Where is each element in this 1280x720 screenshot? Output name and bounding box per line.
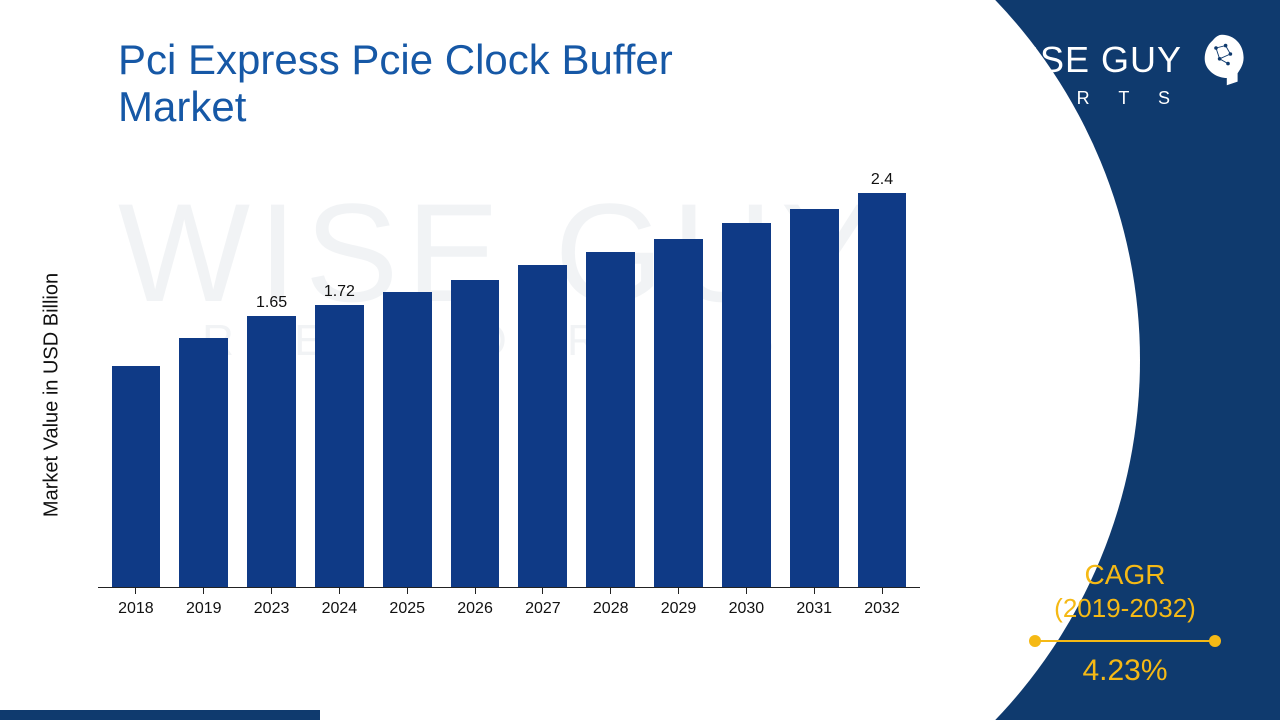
- plot-area: 1.65 1.72 2.4: [98, 160, 920, 588]
- page: WISE GUY R E P O R T S Pci Express Pcie …: [0, 0, 1280, 720]
- bar: [858, 193, 907, 588]
- bar-slot: [780, 160, 848, 588]
- chart-title: Pci Express Pcie Clock Buffer Market: [118, 36, 678, 130]
- bar: [586, 252, 635, 588]
- bar: [383, 292, 432, 588]
- x-axis-label: 2029: [645, 600, 713, 630]
- bar-slot: [509, 160, 577, 588]
- bars-container: 1.65 1.72 2.4: [98, 160, 920, 588]
- x-axis-label: 2028: [577, 600, 645, 630]
- bar: [722, 223, 771, 588]
- bottom-accent-bar: [0, 710, 320, 720]
- bar-value-label: 1.65: [256, 294, 287, 312]
- bar-slot: [441, 160, 509, 588]
- x-axis-label: 2031: [780, 600, 848, 630]
- x-axis-label: 2023: [238, 600, 306, 630]
- cagr-block: CAGR (2019-2032) 4.23%: [998, 559, 1252, 688]
- cagr-value: 4.23%: [998, 654, 1252, 688]
- brand-logo: WISE GUY R E P O R T S: [910, 30, 1252, 109]
- cagr-divider: [1035, 640, 1215, 642]
- logo-text-sub: R E P O R T S: [910, 88, 1252, 109]
- x-axis-label: 2024: [305, 600, 373, 630]
- bar-slot: [170, 160, 238, 588]
- x-axis-label: 2026: [441, 600, 509, 630]
- bar: [518, 265, 567, 588]
- cagr-title: CAGR: [998, 559, 1252, 591]
- bar: [179, 338, 228, 588]
- bar: [247, 316, 296, 588]
- bar: [315, 305, 364, 588]
- bar-slot: 2.4: [848, 160, 916, 588]
- bar-value-label: 2.4: [871, 171, 893, 189]
- bar-slot: [577, 160, 645, 588]
- y-axis-label: Market Value in USD Billion: [41, 273, 64, 517]
- x-axis-label: 2025: [373, 600, 441, 630]
- x-axis-labels: 2018201920232024202520262027202820292030…: [98, 594, 920, 630]
- bar-slot: [102, 160, 170, 588]
- bar-chart: Market Value in USD Billion 1.651.722.4 …: [60, 160, 920, 630]
- x-axis-line: [98, 587, 920, 588]
- bar-slot: [645, 160, 713, 588]
- x-axis-label: 2027: [509, 600, 577, 630]
- bar: [112, 366, 161, 588]
- bar-slot: 1.72: [305, 160, 373, 588]
- x-axis-label: 2018: [102, 600, 170, 630]
- x-axis-label: 2019: [170, 600, 238, 630]
- bar-slot: 1.65: [238, 160, 306, 588]
- bar-value-label: 1.72: [324, 283, 355, 301]
- logo-text-main: WISE GUY: [994, 39, 1182, 81]
- x-axis-label: 2032: [848, 600, 916, 630]
- bar-slot: [373, 160, 441, 588]
- x-axis-label: 2030: [712, 600, 780, 630]
- bar-slot: [712, 160, 780, 588]
- bar: [790, 209, 839, 588]
- bar: [451, 280, 500, 588]
- bar: [654, 239, 703, 588]
- logo-head-icon: [1192, 30, 1252, 90]
- cagr-range: (2019-2032): [998, 593, 1252, 624]
